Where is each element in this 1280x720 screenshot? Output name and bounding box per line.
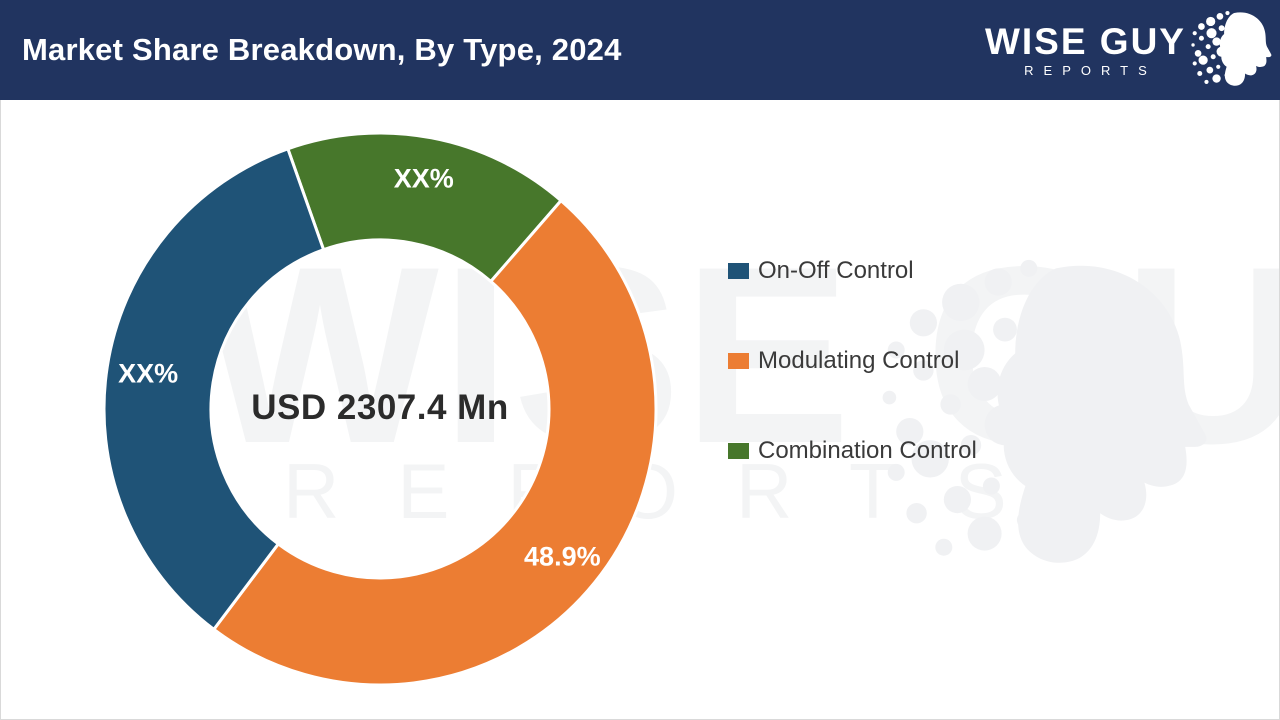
slice-label: XX% xyxy=(394,164,454,194)
donut-chart-svg: XX% 48.9% XX% xyxy=(102,131,658,687)
logo-wordmark: WISE GUY xyxy=(984,21,1186,62)
legend-label: Combination Control xyxy=(758,437,977,464)
legend-label: On-Off Control xyxy=(758,257,914,284)
slice-label: XX% xyxy=(118,358,178,388)
page-title: Market Share Breakdown, By Type, 2024 xyxy=(22,32,622,67)
legend-item-on-off-control: On-Off Control xyxy=(728,256,977,286)
legend-item-combination-control: Combination Control xyxy=(728,436,977,466)
donut-slice-on-off-control xyxy=(102,146,326,632)
wise-guy-reports-logo: WISE GUY REPORTS xyxy=(985,0,1272,100)
donut-slice-combination-control xyxy=(285,131,564,284)
legend-swatch-modulating-control xyxy=(728,353,749,369)
chart-area: WISE GUY REPORTS X xyxy=(0,100,1280,720)
legend-label: Modulating Control xyxy=(758,347,960,374)
legend-item-modulating-control: Modulating Control xyxy=(728,346,977,376)
donut-slice-modulating-control xyxy=(211,198,658,687)
slice-label: 48.9% xyxy=(524,542,601,572)
chart-center-value: USD 2307.4 Mn xyxy=(251,388,509,427)
header-bar: Market Share Breakdown, By Type, 2024 WI… xyxy=(0,0,1280,100)
legend-swatch-on-off-control xyxy=(728,263,749,279)
watermark-face-icon xyxy=(882,259,1207,563)
logo-text: WISE GUY REPORTS xyxy=(985,23,1186,77)
chart-legend: On-Off Control Modulating Control Combin… xyxy=(728,256,977,466)
logo-subtitle: REPORTS xyxy=(1024,63,1157,78)
legend-swatch-combination-control xyxy=(728,443,749,459)
logo-face-icon xyxy=(1191,10,1272,86)
